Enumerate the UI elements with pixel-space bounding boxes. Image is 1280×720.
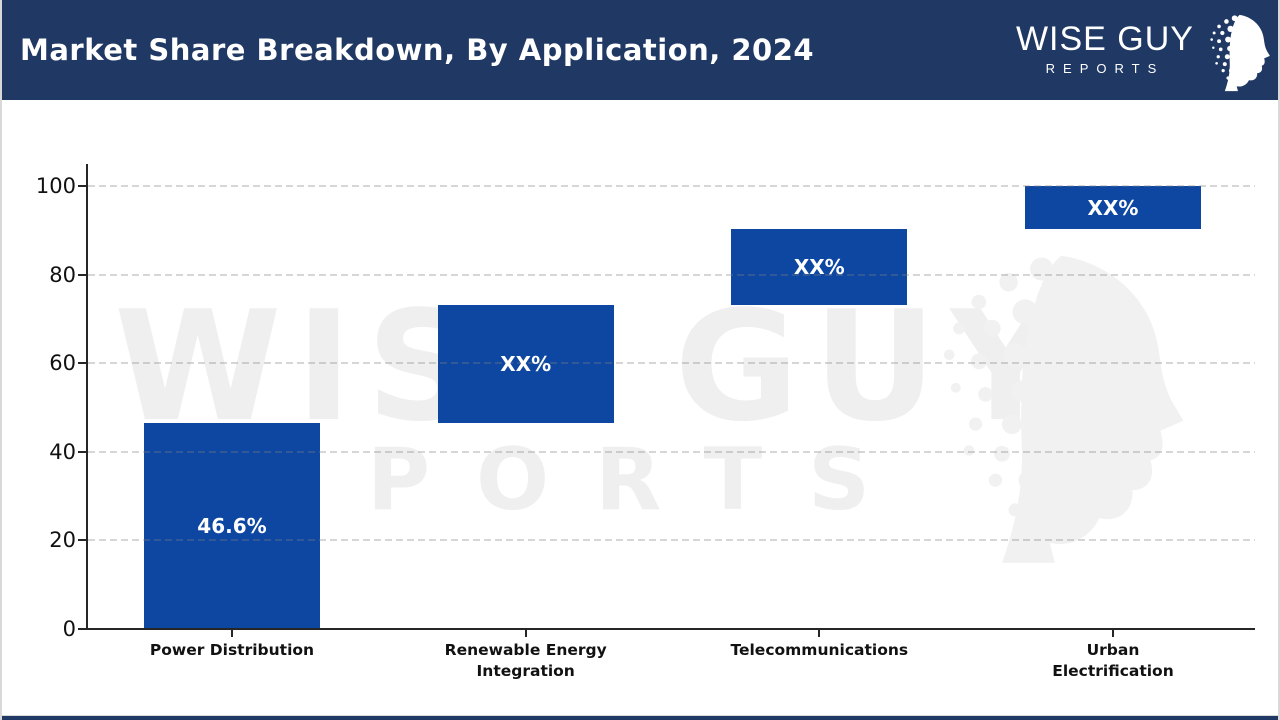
- page-title: Market Share Breakdown, By Application, …: [20, 33, 815, 67]
- watermark-head-icon: [943, 255, 1184, 563]
- footer-accent-bar: [2, 716, 1278, 720]
- watermark: WISE GUY REPORTS: [2, 100, 1278, 716]
- bottom-border: [2, 715, 1278, 716]
- head-profile-icon: [1210, 14, 1270, 92]
- logo-line1: WISE GUY: [1015, 20, 1194, 58]
- wiseguy-logo: WISE GUY REPORTS: [1016, 0, 1272, 100]
- logo-line2: REPORTS: [1045, 61, 1165, 76]
- watermark-line2: REPORTS: [150, 430, 917, 530]
- header: Market Share Breakdown, By Application, …: [2, 0, 1278, 100]
- logo-wordmark: WISE GUY REPORTS: [1016, 20, 1194, 76]
